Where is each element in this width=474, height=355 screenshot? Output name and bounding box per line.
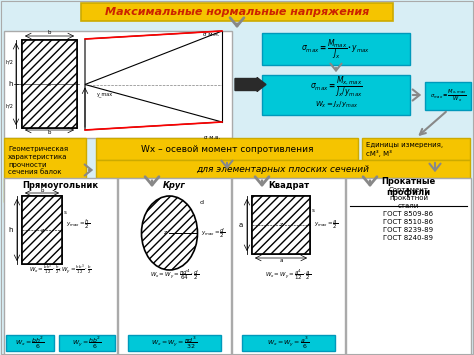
Bar bbox=[118, 178, 231, 355]
Text: b: b bbox=[48, 31, 51, 36]
Text: a: a bbox=[279, 257, 283, 262]
Bar bbox=[4, 138, 86, 202]
Text: h/2: h/2 bbox=[5, 60, 13, 65]
Text: s: s bbox=[64, 211, 67, 215]
Text: Прямоугольник: Прямоугольник bbox=[22, 181, 99, 191]
Text: $\boldsymbol{\sigma_{max} = \dfrac{M_{max}}{J_x} \cdot y_{max}}$: $\boldsymbol{\sigma_{max} = \dfrac{M_{ma… bbox=[301, 37, 371, 61]
Bar bbox=[362, 138, 470, 160]
Text: $y_{max} = \dfrac{h}{2}$: $y_{max} = \dfrac{h}{2}$ bbox=[66, 217, 90, 231]
Bar bbox=[252, 196, 310, 254]
Bar bbox=[262, 33, 410, 65]
Text: $W_x = \dfrac{bh^2}{6}$: $W_x = \dfrac{bh^2}{6}$ bbox=[15, 335, 45, 351]
Text: σ м.н.: σ м.н. bbox=[203, 32, 220, 37]
Bar bbox=[96, 160, 470, 178]
Text: Wx – осевой момент сопротивления: Wx – осевой момент сопротивления bbox=[141, 144, 313, 153]
Bar bbox=[22, 196, 62, 264]
Bar bbox=[4, 31, 232, 138]
Bar bbox=[59, 335, 115, 351]
Text: y_max: y_max bbox=[97, 92, 113, 97]
Text: s: s bbox=[312, 208, 315, 213]
Text: z: z bbox=[48, 82, 51, 87]
Text: Единицы измерения,
сМ³, М³: Единицы измерения, сМ³, М³ bbox=[366, 142, 443, 157]
Text: Геометрическая
характеристика
прочности
сечения балок: Геометрическая характеристика прочности … bbox=[8, 146, 68, 175]
Text: h/2: h/2 bbox=[5, 104, 13, 109]
Text: z: z bbox=[40, 228, 44, 233]
Text: $W_x = \frac{bh^3}{12} \cdot \frac{h}{2}; W_y = \frac{hb^3}{12} \cdot \frac{b}{2: $W_x = \frac{bh^3}{12} \cdot \frac{h}{2}… bbox=[29, 263, 92, 277]
Polygon shape bbox=[85, 31, 222, 84]
Text: h: h bbox=[9, 227, 13, 233]
Bar bbox=[22, 196, 62, 264]
Bar bbox=[242, 335, 335, 351]
Bar bbox=[96, 138, 358, 160]
Text: Квадрат: Квадрат bbox=[268, 181, 309, 191]
Bar bbox=[252, 196, 310, 254]
Text: $\boldsymbol{\sigma_{max} = \dfrac{M_{x,max}}{J_x / y_{max}}}$: $\boldsymbol{\sigma_{max} = \dfrac{M_{x,… bbox=[310, 75, 362, 99]
Text: b: b bbox=[40, 189, 44, 193]
Text: b: b bbox=[48, 130, 51, 135]
Polygon shape bbox=[85, 84, 222, 130]
Ellipse shape bbox=[142, 196, 198, 270]
Text: z: z bbox=[164, 230, 167, 235]
Text: $W_x = W_y = \dfrac{a^4}{12} \cdot \dfrac{a}{2}$: $W_x = W_y = \dfrac{a^4}{12} \cdot \dfra… bbox=[265, 267, 312, 283]
Bar bbox=[128, 335, 221, 351]
Text: a: a bbox=[239, 222, 243, 228]
Text: z: z bbox=[279, 223, 283, 228]
Text: $W_x = W_y = \dfrac{a^3}{6}$: $W_x = W_y = \dfrac{a^3}{6}$ bbox=[267, 335, 310, 351]
Bar bbox=[425, 82, 471, 110]
Bar bbox=[81, 3, 393, 21]
Text: $W_x = W_y = \dfrac{\pi d^4}{64} \cdot \dfrac{d}{2}$: $W_x = W_y = \dfrac{\pi d^4}{64} \cdot \… bbox=[150, 267, 199, 283]
Bar bbox=[22, 40, 77, 128]
Text: Максимальные нормальные напряжения: Максимальные нормальные напряжения bbox=[105, 7, 369, 17]
Text: $y_{max} = \dfrac{a}{2}$: $y_{max} = \dfrac{a}{2}$ bbox=[314, 219, 338, 231]
Text: Круг: Круг bbox=[163, 181, 186, 191]
FancyArrow shape bbox=[235, 77, 266, 92]
Bar bbox=[262, 75, 410, 115]
Text: Сортамент
прокатной
стали
ГОСТ 8509-86
ГОСТ 8510-86
ГОСТ 8239-89
ГОСТ 8240-89: Сортамент прокатной стали ГОСТ 8509-86 Г… bbox=[383, 187, 434, 241]
Text: $W_x = J_x / y_{max}$: $W_x = J_x / y_{max}$ bbox=[315, 100, 357, 110]
Text: d: d bbox=[200, 200, 203, 205]
Text: σ м.в.: σ м.в. bbox=[204, 135, 220, 140]
Bar bbox=[4, 178, 117, 355]
Text: h: h bbox=[9, 81, 13, 87]
Bar bbox=[22, 40, 77, 128]
Bar bbox=[346, 178, 471, 355]
Text: $W_x = W_y = \dfrac{\pi d^3}{32}$: $W_x = W_y = \dfrac{\pi d^3}{32}$ bbox=[151, 335, 198, 351]
Text: Прокатные
профили: Прокатные профили bbox=[382, 177, 436, 197]
Text: $y_{max} = \dfrac{d}{2}$: $y_{max} = \dfrac{d}{2}$ bbox=[201, 226, 226, 240]
Bar bbox=[232, 178, 345, 355]
Text: $\boldsymbol{\sigma_{max} = \dfrac{M_{x,max}}{W_x}}$: $\boldsymbol{\sigma_{max} = \dfrac{M_{x,… bbox=[429, 88, 466, 104]
Bar bbox=[6, 335, 54, 351]
Text: для элементарных плоских сечений: для элементарных плоских сечений bbox=[197, 164, 370, 174]
Text: $W_y = \dfrac{hb^2}{6}$: $W_y = \dfrac{hb^2}{6}$ bbox=[72, 335, 102, 351]
